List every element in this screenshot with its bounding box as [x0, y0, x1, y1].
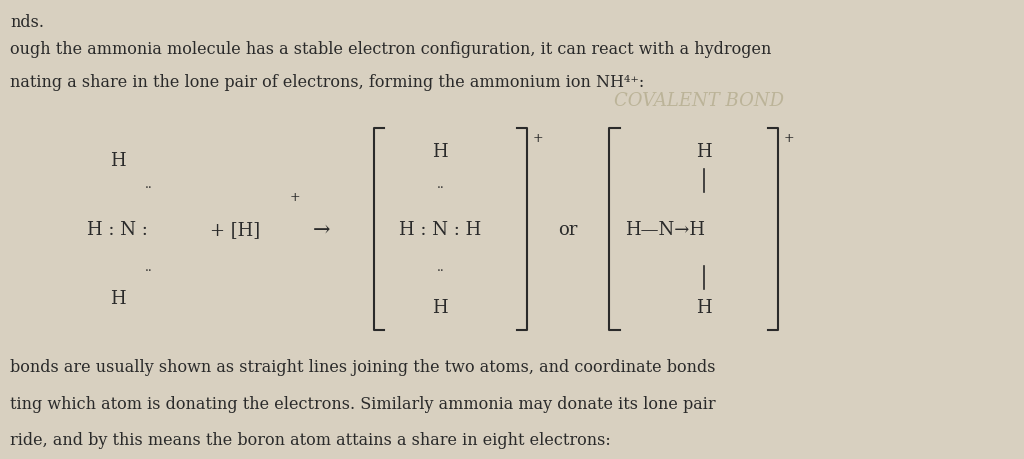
Text: ··: ·· [436, 182, 444, 195]
Text: ride, and by this means the boron atom attains a share in eight electrons:: ride, and by this means the boron atom a… [10, 431, 611, 448]
Text: +: + [532, 131, 543, 144]
Text: + [H]: + [H] [210, 220, 260, 239]
Text: H: H [432, 298, 449, 317]
Text: nating a share in the lone pair of electrons, forming the ammonium ion NH⁴⁺:: nating a share in the lone pair of elect… [10, 73, 644, 90]
Text: COVALENT BOND: COVALENT BOND [614, 92, 784, 110]
Text: H: H [110, 289, 126, 308]
Text: H—N→H: H—N→H [625, 220, 705, 239]
Text: +: + [783, 131, 794, 144]
Text: H : N :: H : N : [87, 220, 147, 239]
Text: →: → [312, 220, 330, 239]
Text: or: or [558, 220, 578, 239]
Text: bonds are usually shown as straight lines joining the two atoms, and coordinate : bonds are usually shown as straight line… [10, 358, 716, 375]
Text: ting which atom is donating the electrons. Similarly ammonia may donate its lone: ting which atom is donating the electron… [10, 395, 716, 412]
Text: nds.: nds. [10, 14, 44, 31]
Text: ··: ·· [144, 264, 153, 277]
Text: ough the ammonia molecule has a stable electron configuration, it can react with: ough the ammonia molecule has a stable e… [10, 41, 772, 58]
Text: H: H [110, 151, 126, 170]
Text: H: H [696, 298, 712, 317]
Text: H: H [432, 142, 449, 161]
Text: H : N : H: H : N : H [399, 220, 481, 239]
Text: H: H [696, 142, 712, 161]
Text: ··: ·· [436, 264, 444, 277]
Text: ··: ·· [144, 182, 153, 195]
Text: +: + [290, 191, 300, 204]
